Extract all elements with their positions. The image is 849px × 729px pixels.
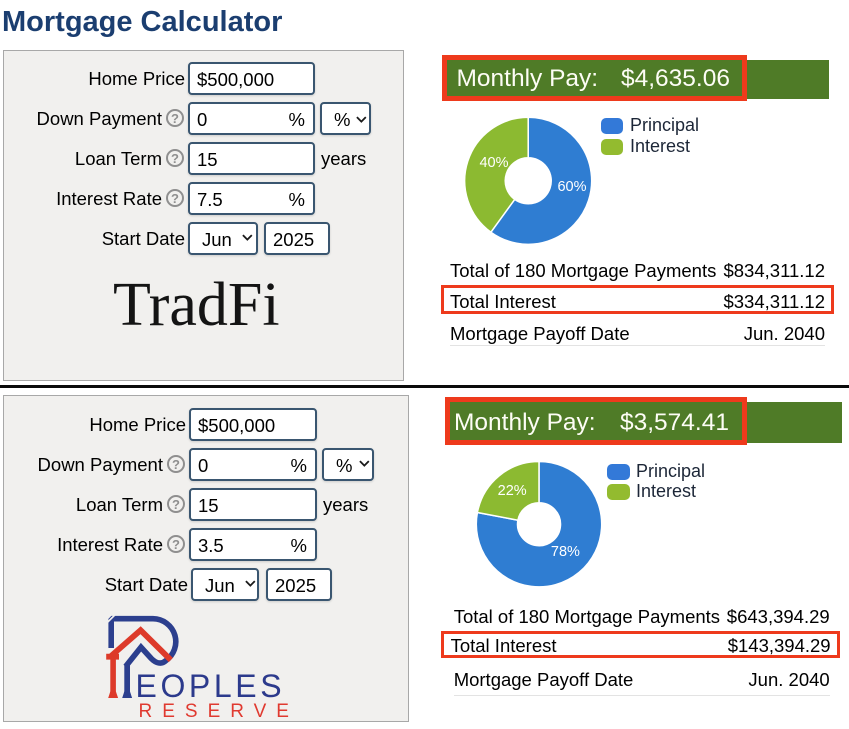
svg-text:22%: 22% [498,483,527,499]
svg-text:78%: 78% [551,544,580,560]
svg-text:40%: 40% [479,155,508,171]
svg-text:60%: 60% [557,179,586,195]
